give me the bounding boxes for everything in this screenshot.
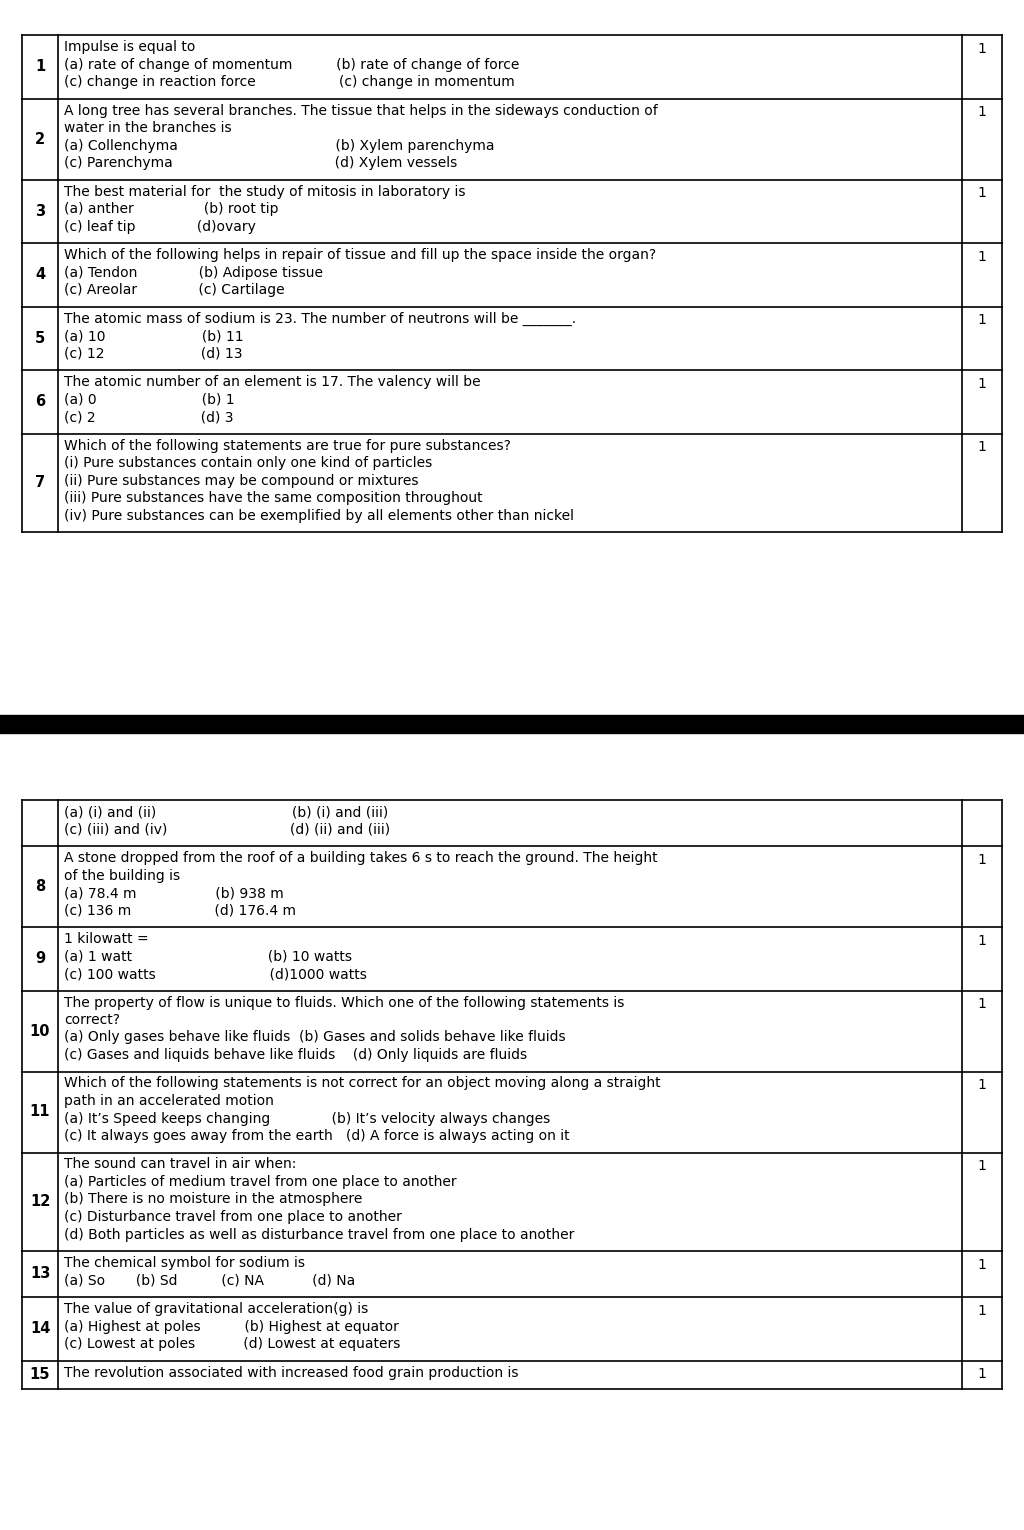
Text: The chemical symbol for sodium is: The chemical symbol for sodium is <box>63 1256 305 1270</box>
Text: The value of gravitational acceleration(g) is: The value of gravitational acceleration(… <box>63 1302 369 1316</box>
Text: 1: 1 <box>978 1304 986 1317</box>
Text: The atomic number of an element is 17. The valency will be: The atomic number of an element is 17. T… <box>63 375 480 389</box>
Text: Which of the following statements are true for pure substances?: Which of the following statements are tr… <box>63 439 511 453</box>
Text: (a) So       (b) Sd          (c) NA           (d) Na: (a) So (b) Sd (c) NA (d) Na <box>63 1273 355 1288</box>
Text: (a) Highest at poles          (b) Highest at equator: (a) Highest at poles (b) Highest at equa… <box>63 1319 399 1334</box>
Text: (a) 10                      (b) 11: (a) 10 (b) 11 <box>63 329 244 343</box>
Text: (a) 78.4 m                  (b) 938 m: (a) 78.4 m (b) 938 m <box>63 886 284 900</box>
Text: 1: 1 <box>978 1368 986 1382</box>
Text: A long tree has several branches. The tissue that helps in the sideways conducti: A long tree has several branches. The ti… <box>63 104 657 118</box>
Text: 11: 11 <box>30 1105 50 1120</box>
Text: 6: 6 <box>35 395 45 409</box>
Text: (iii) Pure substances have the same composition throughout: (iii) Pure substances have the same comp… <box>63 491 482 505</box>
Text: 1: 1 <box>978 1079 986 1092</box>
Text: (c) 2                        (d) 3: (c) 2 (d) 3 <box>63 410 233 424</box>
Text: (c) Disturbance travel from one place to another: (c) Disturbance travel from one place to… <box>63 1210 401 1224</box>
Text: 10: 10 <box>30 1024 50 1039</box>
Text: (a) rate of change of momentum          (b) rate of change of force: (a) rate of change of momentum (b) rate … <box>63 58 519 72</box>
Text: 1: 1 <box>978 441 986 454</box>
Text: (c) Parenchyma                                     (d) Xylem vessels: (c) Parenchyma (d) Xylem vessels <box>63 156 458 170</box>
Text: (c) 136 m                   (d) 176.4 m: (c) 136 m (d) 176.4 m <box>63 904 296 918</box>
Text: 13: 13 <box>30 1267 50 1282</box>
Text: The atomic mass of sodium is 23. The number of neutrons will be _______.: The atomic mass of sodium is 23. The num… <box>63 312 577 326</box>
Text: 1: 1 <box>978 1258 986 1271</box>
Text: (a) Collenchyma                                    (b) Xylem parenchyma: (a) Collenchyma (b) Xylem parenchyma <box>63 139 495 153</box>
Text: (c) Lowest at poles           (d) Lowest at equaters: (c) Lowest at poles (d) Lowest at equate… <box>63 1337 400 1351</box>
Text: (a) Particles of medium travel from one place to another: (a) Particles of medium travel from one … <box>63 1175 457 1189</box>
Text: 1: 1 <box>978 376 986 390</box>
Text: (c) Gases and liquids behave like fluids    (d) Only liquids are fluids: (c) Gases and liquids behave like fluids… <box>63 1048 527 1062</box>
Text: (a) It’s Speed keeps changing              (b) It’s velocity always changes: (a) It’s Speed keeps changing (b) It’s v… <box>63 1111 550 1126</box>
Text: 2: 2 <box>35 132 45 147</box>
Text: water in the branches is: water in the branches is <box>63 121 231 135</box>
Text: (a) (i) and (ii)                               (b) (i) and (iii): (a) (i) and (ii) (b) (i) and (iii) <box>63 805 388 819</box>
Text: 1: 1 <box>978 187 986 200</box>
Text: path in an accelerated motion: path in an accelerated motion <box>63 1094 273 1108</box>
Text: (a) 1 watt                               (b) 10 watts: (a) 1 watt (b) 10 watts <box>63 950 352 964</box>
Text: 1: 1 <box>978 41 986 55</box>
Text: 3: 3 <box>35 203 45 219</box>
Text: (i) Pure substances contain only one kind of particles: (i) Pure substances contain only one kin… <box>63 456 432 470</box>
Text: (c) Areolar              (c) Cartilage: (c) Areolar (c) Cartilage <box>63 283 285 297</box>
Text: 1: 1 <box>978 852 986 868</box>
Text: Which of the following statements is not correct for an object moving along a st: Which of the following statements is not… <box>63 1077 660 1091</box>
Text: (c) It always goes away from the earth   (d) A force is always acting on it: (c) It always goes away from the earth (… <box>63 1129 569 1143</box>
Text: (a) Tendon              (b) Adipose tissue: (a) Tendon (b) Adipose tissue <box>63 266 323 280</box>
Text: 1 kilowatt =: 1 kilowatt = <box>63 932 148 946</box>
Text: (a) Only gases behave like fluids  (b) Gases and solids behave like fluids: (a) Only gases behave like fluids (b) Ga… <box>63 1031 565 1045</box>
Text: (c) 100 watts                          (d)1000 watts: (c) 100 watts (d)1000 watts <box>63 967 367 981</box>
Text: Impulse is equal to: Impulse is equal to <box>63 40 196 54</box>
Text: 1: 1 <box>978 249 986 263</box>
Text: (a) 0                        (b) 1: (a) 0 (b) 1 <box>63 393 234 407</box>
Text: 1: 1 <box>35 60 45 75</box>
Text: 1: 1 <box>978 998 986 1011</box>
Text: of the building is: of the building is <box>63 869 180 883</box>
Text: 1: 1 <box>978 1160 986 1174</box>
Text: (c) 12                      (d) 13: (c) 12 (d) 13 <box>63 346 243 361</box>
Text: 7: 7 <box>35 476 45 490</box>
Text: (d) Both particles as well as disturbance travel from one place to another: (d) Both particles as well as disturbanc… <box>63 1227 574 1241</box>
Text: (a) anther                (b) root tip: (a) anther (b) root tip <box>63 202 279 216</box>
Text: The sound can travel in air when:: The sound can travel in air when: <box>63 1158 296 1172</box>
Text: 9: 9 <box>35 952 45 967</box>
Text: 1: 1 <box>978 106 986 119</box>
Text: The revolution associated with increased food grain production is: The revolution associated with increased… <box>63 1365 518 1380</box>
Text: Which of the following helps in repair of tissue and fill up the space inside th: Which of the following helps in repair o… <box>63 248 656 262</box>
Text: (b) There is no moisture in the atmosphere: (b) There is no moisture in the atmosphe… <box>63 1192 362 1207</box>
Text: (iv) Pure substances can be exemplified by all elements other than nickel: (iv) Pure substances can be exemplified … <box>63 508 574 523</box>
Text: (c) change in reaction force                   (c) change in momentum: (c) change in reaction force (c) change … <box>63 75 515 89</box>
Text: 4: 4 <box>35 268 45 282</box>
Text: (c) (iii) and (iv)                            (d) (ii) and (iii): (c) (iii) and (iv) (d) (ii) and (iii) <box>63 823 390 837</box>
Text: The property of flow is unique to fluids. Which one of the following statements : The property of flow is unique to fluids… <box>63 996 625 1010</box>
Text: 1: 1 <box>978 314 986 327</box>
Text: 12: 12 <box>30 1195 50 1209</box>
Text: 8: 8 <box>35 880 45 894</box>
Text: 5: 5 <box>35 330 45 346</box>
Text: 15: 15 <box>30 1368 50 1382</box>
Text: correct?: correct? <box>63 1013 120 1027</box>
Text: A stone dropped from the roof of a building takes 6 s to reach the ground. The h: A stone dropped from the roof of a build… <box>63 851 657 864</box>
Text: 1: 1 <box>978 933 986 947</box>
Text: 14: 14 <box>30 1322 50 1336</box>
Text: (c) leaf tip              (d)ovary: (c) leaf tip (d)ovary <box>63 219 256 234</box>
Text: The best material for  the study of mitosis in laboratory is: The best material for the study of mitos… <box>63 185 466 199</box>
Text: (ii) Pure substances may be compound or mixtures: (ii) Pure substances may be compound or … <box>63 473 419 488</box>
